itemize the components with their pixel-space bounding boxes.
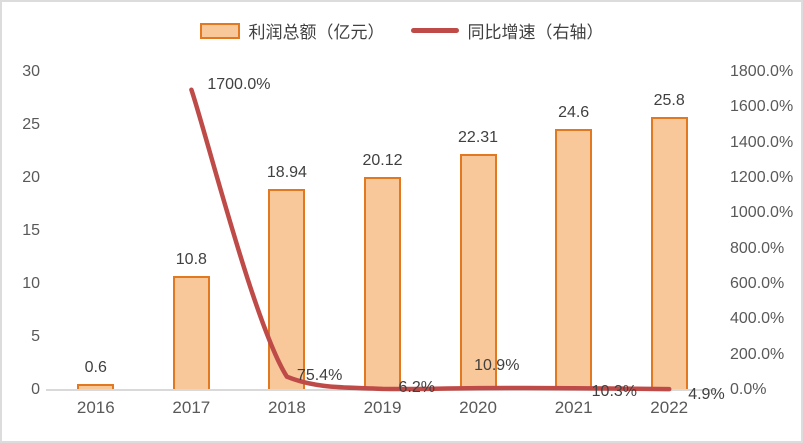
- right-axis-tick: 1000.0%: [730, 204, 794, 222]
- bar-2020: [459, 153, 497, 390]
- x-axis-label-2019: 2019: [363, 398, 402, 417]
- x-axis-label-2018: 2018: [268, 398, 306, 417]
- right-axis-tick: 800.0%: [730, 239, 785, 257]
- bar-value-2016: 0.6: [84, 358, 107, 376]
- bar-value-2019: 20.12: [362, 151, 403, 169]
- line-series-swatch: [410, 28, 459, 33]
- growth-value-2021: 10.3%: [591, 383, 638, 401]
- bar-value-2021: 24.6: [558, 104, 590, 122]
- growth-value-2017: 1700.0%: [207, 75, 271, 93]
- line-series: [189, 87, 672, 392]
- right-axis-tick: 1200.0%: [730, 169, 794, 186]
- bar-2021: [555, 129, 593, 390]
- right-axis-tick: 400.0%: [730, 310, 785, 328]
- growth-line: [189, 87, 672, 392]
- bar-value-2022: 25.8: [653, 91, 685, 109]
- legend-item-growth: 同比增速（右轴）: [410, 18, 604, 43]
- bar-value-2018: 18.94: [266, 164, 307, 182]
- legend-label-profit: 利润总额（亿元）: [248, 23, 385, 42]
- bar-2016: [77, 383, 115, 390]
- legend-label-growth: 同比增速（右轴）: [467, 23, 604, 42]
- bar-2019: [364, 176, 401, 390]
- growth-value-2020: 10.9%: [474, 357, 520, 375]
- right-axis-tick: 1600.0%: [730, 98, 794, 116]
- left-axis-tick: 25: [22, 116, 40, 133]
- right-axis-tick: 1400.0%: [730, 133, 794, 151]
- left-axis-tick: 20: [22, 169, 40, 186]
- left-axis-tick: 15: [22, 222, 40, 239]
- bar-2022: [650, 116, 688, 390]
- x-axis-label-2022: 2022: [650, 398, 689, 417]
- growth-value-2022: 4.9%: [688, 386, 725, 404]
- bar-value-2017: 10.8: [175, 250, 207, 268]
- x-axis-label-2017: 2017: [172, 398, 211, 417]
- x-axis-label-2021: 2021: [554, 398, 593, 417]
- bar-value-2020: 22.31: [458, 128, 499, 146]
- legend-item-profit: 利润总额（亿元）: [199, 18, 385, 43]
- x-axis-label-2016: 2016: [76, 398, 115, 417]
- bar-2017: [172, 275, 210, 390]
- right-axis-tick: 600.0%: [730, 275, 785, 292]
- right-axis-tick: 1800.0%: [730, 63, 794, 80]
- x-axis-label-2020: 2020: [459, 398, 497, 417]
- left-axis-tick: 5: [31, 328, 40, 345]
- growth-value-2018: 75.4%: [296, 366, 343, 384]
- left-axis-tick: 30: [22, 63, 40, 80]
- right-axis-tick: 0.0%: [730, 381, 767, 398]
- legend: 利润总额（亿元） 同比增速（右轴）: [2, 18, 801, 43]
- left-axis-tick: 10: [22, 275, 40, 292]
- growth-value-2019: 6.2%: [398, 378, 435, 396]
- right-axis-tick: 200.0%: [730, 345, 785, 363]
- left-axis-tick: 0: [31, 381, 40, 398]
- bar-series-swatch: [199, 22, 240, 39]
